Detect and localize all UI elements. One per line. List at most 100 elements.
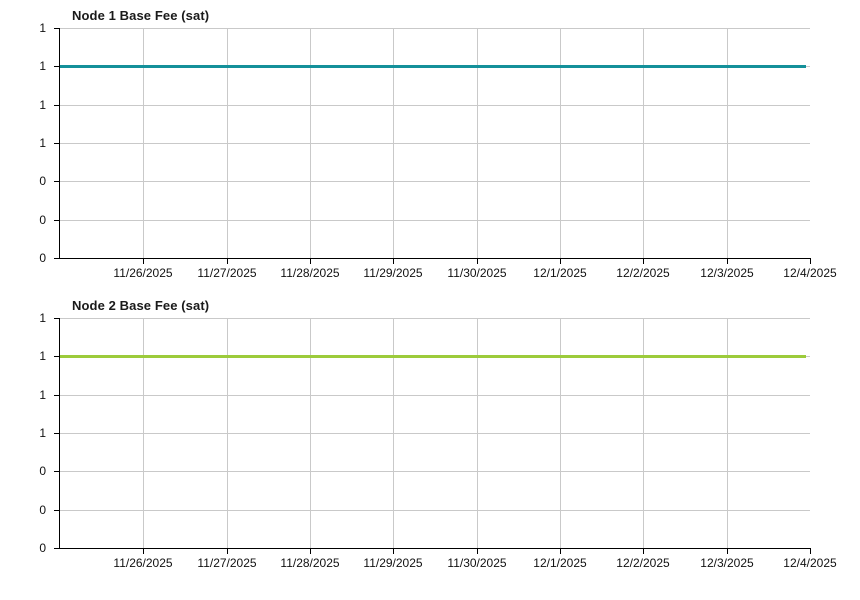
- y-axis-tick: [54, 548, 59, 549]
- y-axis-label: 0: [39, 174, 46, 188]
- x-axis-tick: [143, 259, 144, 264]
- x-axis-tick: [393, 259, 394, 264]
- x-axis-label: 11/30/2025: [447, 556, 507, 570]
- y-axis-label: 1: [39, 98, 46, 112]
- x-axis-label: 11/27/2025: [197, 556, 257, 570]
- y-axis-tick: [54, 471, 59, 472]
- chart-title: Node 1 Base Fee (sat): [72, 8, 210, 23]
- series-data-point: [142, 355, 145, 358]
- gridline-vertical: [227, 318, 228, 548]
- x-axis-tick: [477, 259, 478, 264]
- x-axis-tick: [227, 549, 228, 554]
- y-axis-label: 1: [39, 136, 46, 150]
- x-axis-tick: [310, 549, 311, 554]
- x-axis-label: 12/1/2025: [533, 266, 587, 280]
- plot-area: [60, 318, 810, 549]
- y-axis-tick: [54, 395, 59, 396]
- y-axis-label: 1: [39, 311, 46, 325]
- series-data-point: [392, 355, 395, 358]
- x-axis-tick: [560, 549, 561, 554]
- x-axis-label: 12/4/2025: [783, 556, 837, 570]
- gridline-vertical: [143, 318, 144, 548]
- y-axis-line: [59, 318, 60, 549]
- y-axis-tick: [54, 356, 59, 357]
- x-axis-line: [59, 548, 811, 549]
- y-axis-tick: [54, 433, 59, 434]
- x-axis-label: 12/4/2025: [783, 266, 837, 280]
- series-data-point: [476, 355, 479, 358]
- y-axis-line: [59, 28, 60, 259]
- gridline-vertical: [560, 28, 561, 258]
- y-axis-tick: [54, 181, 59, 182]
- y-axis-label: 0: [39, 464, 46, 478]
- gridline-horizontal: [60, 105, 810, 106]
- gridline-vertical: [477, 28, 478, 258]
- x-axis-label: 11/26/2025: [113, 266, 173, 280]
- series-line: [60, 65, 806, 68]
- gridline-horizontal: [60, 28, 810, 29]
- gridline-horizontal: [60, 471, 810, 472]
- series-data-point: [392, 65, 395, 68]
- x-axis-tick: [810, 549, 811, 554]
- gridline-horizontal: [60, 510, 810, 511]
- y-axis-label: 0: [39, 541, 46, 555]
- series-line: [60, 355, 806, 358]
- y-axis-tick: [54, 220, 59, 221]
- gridline-vertical: [643, 28, 644, 258]
- x-axis-label: 12/3/2025: [700, 266, 754, 280]
- series-data-point: [726, 355, 729, 358]
- gridline-vertical: [310, 28, 311, 258]
- chart-node-2-base-fee: Node 2 Base Fee (sat) 1 1 1 1 0 0 0 11/26/2025 1…: [0, 290, 860, 580]
- gridline-horizontal: [60, 220, 810, 221]
- x-axis-label: 11/28/2025: [280, 556, 340, 570]
- y-axis-tick: [54, 510, 59, 511]
- series-data-point: [559, 65, 562, 68]
- y-axis-label: 0: [39, 503, 46, 517]
- gridline-vertical: [393, 28, 394, 258]
- x-axis-label: 12/1/2025: [533, 556, 587, 570]
- x-axis-label: 11/28/2025: [280, 266, 340, 280]
- x-axis-label: 11/30/2025: [447, 266, 507, 280]
- x-axis-label: 12/3/2025: [700, 556, 754, 570]
- x-axis-label: 11/26/2025: [113, 556, 173, 570]
- gridline-vertical: [310, 318, 311, 548]
- gridline-vertical: [143, 28, 144, 258]
- series-data-point: [476, 65, 479, 68]
- x-axis-line: [59, 258, 811, 259]
- x-axis-label: 11/29/2025: [363, 266, 423, 280]
- series-data-point: [642, 355, 645, 358]
- series-data-point: [226, 355, 229, 358]
- gridline-vertical: [560, 318, 561, 548]
- x-axis-label: 11/27/2025: [197, 266, 257, 280]
- x-axis-label: 12/2/2025: [616, 266, 670, 280]
- y-axis-tick: [54, 143, 59, 144]
- y-axis-label: 1: [39, 59, 46, 73]
- x-axis-tick: [393, 549, 394, 554]
- y-axis-tick: [54, 105, 59, 106]
- y-axis-tick: [54, 66, 59, 67]
- y-axis-label: 1: [39, 426, 46, 440]
- x-axis-tick: [310, 259, 311, 264]
- series-data-point: [309, 355, 312, 358]
- x-axis-tick: [643, 259, 644, 264]
- gridline-horizontal: [60, 318, 810, 319]
- chart-node-1-base-fee: Node 1 Base Fee (sat) 1 1 1 1 0 0 0 11/26/2025 1…: [0, 0, 860, 290]
- x-axis-tick: [560, 259, 561, 264]
- series-data-point: [642, 65, 645, 68]
- y-axis-label: 0: [39, 251, 46, 265]
- series-data-point: [226, 65, 229, 68]
- gridline-vertical: [227, 28, 228, 258]
- series-data-point: [726, 65, 729, 68]
- gridline-horizontal: [60, 433, 810, 434]
- gridline-vertical: [393, 318, 394, 548]
- x-axis-tick: [727, 259, 728, 264]
- gridline-vertical: [643, 318, 644, 548]
- x-axis-label: 12/2/2025: [616, 556, 670, 570]
- x-axis-tick: [227, 259, 228, 264]
- x-axis-tick: [143, 549, 144, 554]
- y-axis-tick: [54, 318, 59, 319]
- y-axis-tick: [54, 258, 59, 259]
- gridline-horizontal: [60, 395, 810, 396]
- x-axis-label: 11/29/2025: [363, 556, 423, 570]
- y-axis-tick: [54, 28, 59, 29]
